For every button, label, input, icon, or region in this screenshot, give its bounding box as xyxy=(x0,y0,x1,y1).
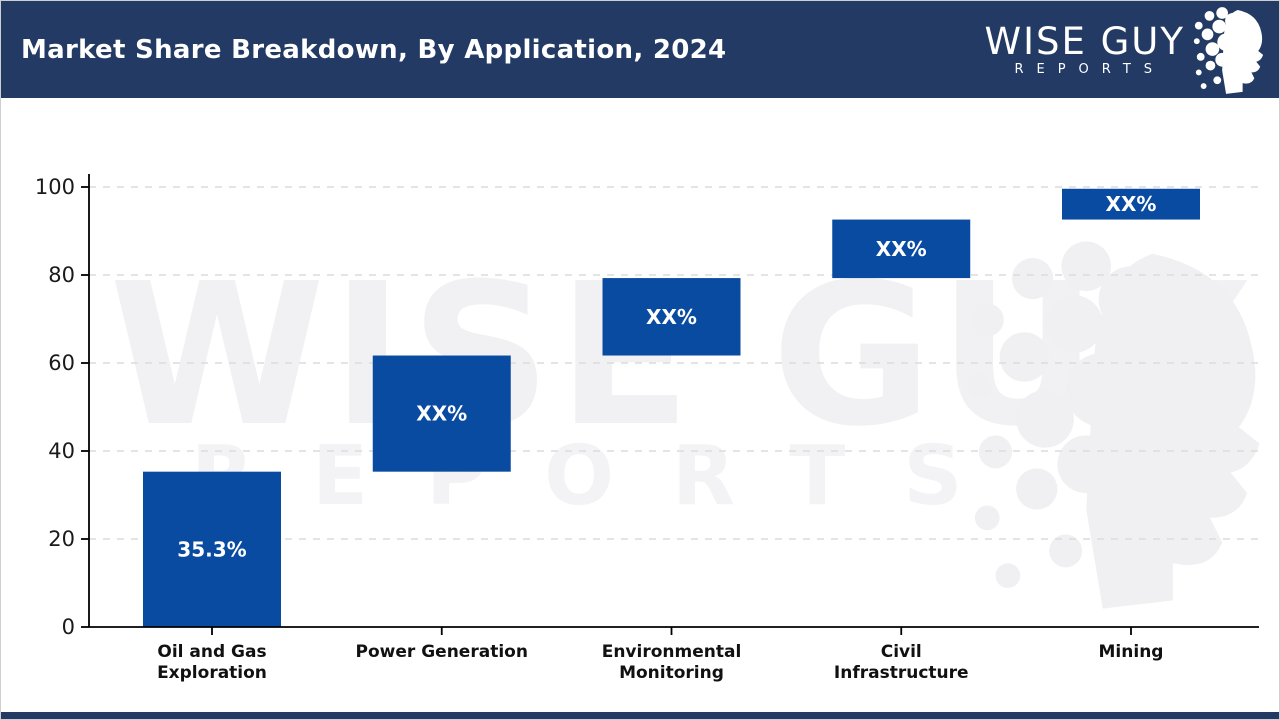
x-category-label: Mining xyxy=(1099,642,1164,662)
bar-value-label: XX% xyxy=(1106,192,1157,216)
y-tick-label: 40 xyxy=(48,439,75,463)
report-header: Market Share Breakdown, By Application, … xyxy=(1,1,1279,98)
y-tick-label: 0 xyxy=(62,615,75,639)
y-tick-label: 20 xyxy=(48,527,75,551)
footer-bar xyxy=(1,712,1279,719)
y-tick-label: 80 xyxy=(48,263,75,287)
x-category-label: Environmental Monitoring xyxy=(602,642,742,683)
watermark-subtitle: REPORTS xyxy=(191,429,1021,524)
logo-name: WISE GUY xyxy=(984,20,1185,63)
bar xyxy=(832,219,971,279)
page-title: Market Share Breakdown, By Application, … xyxy=(21,34,727,65)
bar-value-label: XX% xyxy=(646,305,697,329)
watermark-face-icon xyxy=(966,241,1260,609)
chart-area: WISE GUY REPORTS 35.3% XX% XX% XX% XX% 0 20 40 6… xyxy=(1,98,1279,714)
logo-subtitle: REPORTS xyxy=(1014,62,1166,77)
bar xyxy=(1062,188,1200,220)
x-category-label: Power Generation xyxy=(356,642,528,662)
x-category-label: Civil Infrastructure xyxy=(834,642,969,683)
bar xyxy=(372,355,511,472)
watermark: WISE GUY REPORTS xyxy=(1,98,1279,714)
logo-face-icon xyxy=(1193,6,1264,94)
waterfall-chart: 35.3% XX% XX% XX% XX% 0 20 40 60 80 100 Oil and Gas… xyxy=(35,174,1259,683)
wiseguy-logo: WISE GUY REPORTS xyxy=(985,6,1267,94)
bar-value-label: 35.3% xyxy=(177,537,246,561)
bar-value-label: XX% xyxy=(876,237,927,261)
y-tick-label: 100 xyxy=(35,175,75,199)
y-tick-label: 60 xyxy=(48,351,75,375)
bar xyxy=(602,278,741,356)
logo-wordmark: WISE GUY REPORTS xyxy=(985,23,1185,76)
x-category-label: Oil and Gas Exploration xyxy=(157,642,267,683)
bar xyxy=(143,471,281,627)
bar-value-label: XX% xyxy=(416,402,467,426)
